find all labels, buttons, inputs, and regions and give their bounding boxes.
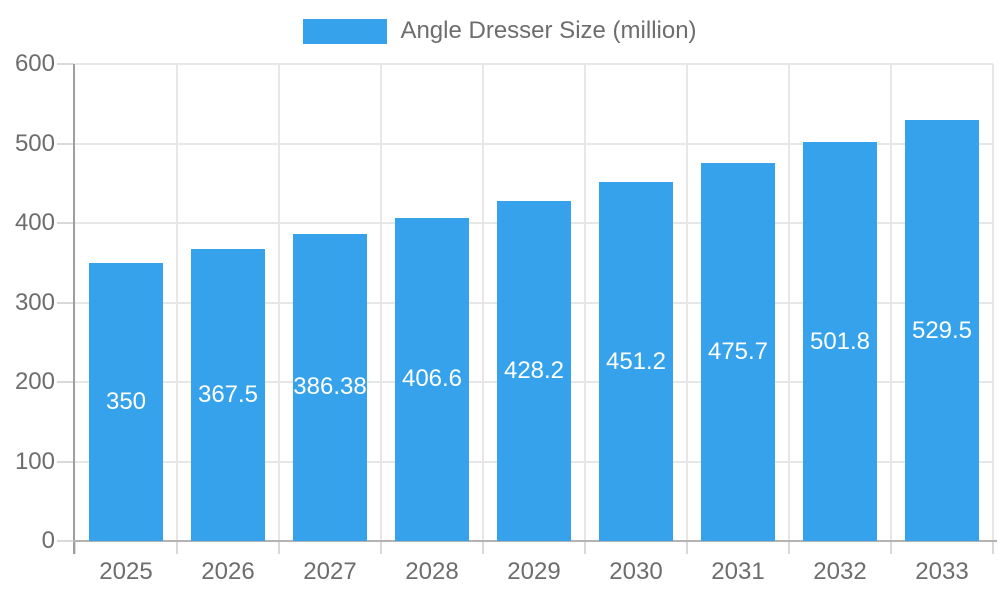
- x-axis-tick-label: 2033: [915, 558, 969, 585]
- gridline-vertical: [890, 64, 892, 541]
- bar-value-label: 406.6: [401, 365, 463, 393]
- y-axis-tick-mark: [57, 301, 74, 304]
- x-axis-tick-mark: [992, 541, 994, 554]
- y-axis-tick-label: 400: [14, 209, 55, 236]
- bar-2027: [293, 233, 367, 541]
- bar-2028: [395, 217, 469, 541]
- y-axis-tick-label: 500: [14, 129, 55, 157]
- bar-value-label: 367.5: [197, 380, 259, 408]
- gridline-vertical: [482, 64, 484, 541]
- gridline-horizontal: [75, 142, 993, 145]
- x-axis-tick-mark: [890, 541, 892, 554]
- bar-value-label: 529.5: [911, 316, 973, 344]
- gridline-horizontal: [75, 63, 993, 65]
- bar-2031: [701, 162, 775, 541]
- bar-value-label: 475.7: [707, 337, 769, 365]
- bar-value-label: 451.2: [605, 347, 667, 375]
- x-axis-tick-mark: [278, 541, 280, 554]
- bar-2033: [905, 120, 979, 541]
- y-axis-tick-mark: [57, 222, 74, 224]
- y-axis-tick-mark: [57, 142, 74, 145]
- legend-label: Angle Dresser Size (million): [400, 17, 697, 44]
- x-axis-tick-mark: [584, 541, 586, 554]
- bar-2030: [599, 182, 673, 541]
- x-axis-tick-mark: [686, 541, 688, 554]
- x-axis-tick-label: 2026: [201, 558, 255, 585]
- bar-2032: [803, 142, 877, 541]
- x-axis-tick-mark: [380, 541, 382, 554]
- gridline-vertical: [788, 64, 790, 541]
- y-axis-tick-label: 0: [41, 527, 55, 554]
- gridline-vertical: [176, 64, 178, 541]
- legend-swatch-icon: [303, 18, 388, 44]
- y-axis-line: [73, 64, 75, 554]
- y-axis-tick-label: 600: [14, 50, 55, 77]
- x-axis-tick-mark: [482, 541, 484, 554]
- bar-2029: [497, 200, 571, 541]
- x-axis-tick-label: 2025: [99, 558, 153, 585]
- y-axis-tick-mark: [57, 381, 74, 383]
- bar-value-label: 428.2: [503, 356, 565, 384]
- x-axis-line: [73, 540, 997, 542]
- bar-value-label: 350: [105, 387, 147, 415]
- x-axis-tick-label: 2032: [813, 558, 867, 585]
- y-axis-tick-label: 300: [14, 288, 55, 316]
- x-axis-tick-label: 2030: [609, 558, 663, 585]
- legend[interactable]: Angle Dresser Size (million): [0, 16, 1000, 46]
- bar-value-label: 386.38: [293, 373, 367, 401]
- gridline-vertical: [584, 64, 586, 541]
- y-axis-tick-label: 200: [14, 368, 55, 395]
- y-axis-tick-mark: [57, 460, 74, 463]
- x-axis-tick-label: 2029: [507, 558, 561, 585]
- bar-2025: [89, 262, 163, 541]
- x-axis-tick-label: 2027: [303, 558, 357, 585]
- bar-value-label: 501.8: [809, 327, 871, 355]
- gridline-vertical: [992, 64, 994, 541]
- gridline-vertical: [380, 64, 382, 541]
- y-axis-tick-mark: [57, 63, 74, 65]
- x-axis-tick-mark: [74, 541, 76, 554]
- y-axis-tick-label: 100: [14, 447, 55, 475]
- x-axis-tick-label: 2028: [405, 558, 459, 585]
- x-axis-tick-mark: [788, 541, 790, 554]
- gridline-vertical: [278, 64, 280, 541]
- x-axis-tick-mark: [176, 541, 178, 554]
- bar-2026: [191, 248, 265, 541]
- gridline-vertical: [686, 64, 688, 541]
- x-axis-tick-label: 2031: [711, 558, 765, 585]
- y-axis-tick-mark: [57, 540, 74, 542]
